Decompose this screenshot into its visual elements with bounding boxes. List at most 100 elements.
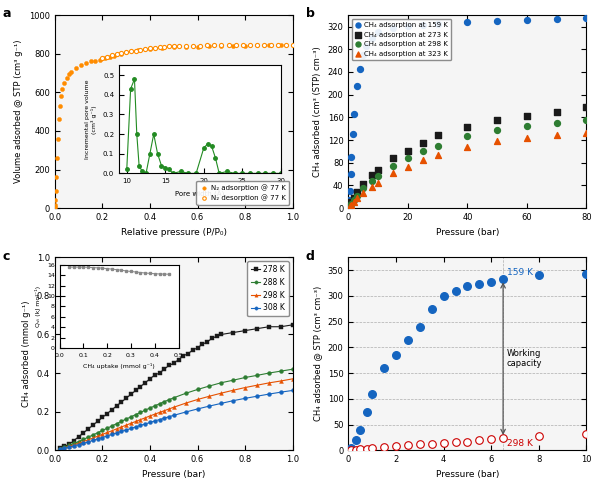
N₂ desorption @ 77 K	[137, 47, 144, 53]
278 K	[122, 395, 130, 401]
Point	[498, 434, 508, 442]
N₂ desorption @ 77 K	[253, 42, 260, 48]
288 K	[80, 436, 87, 442]
288 K	[109, 423, 116, 429]
298 K	[137, 417, 144, 423]
278 K	[166, 362, 173, 368]
CH₄ adsorption at 159 K	[353, 82, 362, 90]
278 K	[118, 399, 125, 405]
N₂ adsorption @ 77 K	[52, 202, 59, 207]
CH₄ adsorption at 273 K	[345, 202, 355, 209]
Point	[379, 443, 389, 450]
278 K	[142, 380, 149, 386]
298 K	[277, 378, 284, 384]
N₂ desorption @ 77 K	[211, 42, 218, 48]
CH₄ adsorption at 323 K	[433, 151, 442, 159]
N₂ desorption @ 77 K	[218, 42, 225, 48]
CH₄ adsorption at 159 K	[522, 16, 532, 23]
298 K	[132, 418, 139, 424]
CH₄ adsorption at 159 K	[493, 17, 502, 25]
N₂ desorption @ 77 K	[282, 42, 289, 48]
308 K	[104, 433, 111, 439]
Point	[362, 445, 372, 452]
308 K	[80, 440, 87, 446]
Y-axis label: CH₄ adsorbed @ STP (cm³ cm⁻³): CH₄ adsorbed @ STP (cm³ cm⁻³)	[313, 286, 322, 421]
308 K	[89, 437, 97, 443]
278 K	[213, 334, 220, 339]
298 K	[161, 408, 168, 413]
N₂ adsorption @ 77 K	[87, 58, 94, 64]
N₂ adsorption @ 77 K	[106, 54, 113, 60]
CH₄ adsorption at 323 K	[522, 134, 532, 142]
278 K	[104, 411, 111, 416]
CH₄ adsorption at 159 K	[344, 196, 354, 204]
Point	[391, 351, 401, 359]
278 K	[156, 370, 163, 376]
308 K	[194, 406, 201, 412]
CH₄ adsorption at 323 K	[581, 130, 591, 137]
CH₄ adsorption at 323 K	[345, 203, 355, 210]
CH₄ adsorption at 273 K	[359, 180, 368, 188]
288 K	[277, 368, 284, 374]
CH₄ adsorption at 273 K	[552, 108, 562, 115]
308 K	[109, 431, 116, 437]
288 K	[206, 383, 213, 389]
298 K	[56, 446, 63, 452]
278 K	[184, 351, 191, 356]
CH₄ adsorption at 323 K	[367, 183, 377, 190]
Y-axis label: Volume adsorbed @ STP (cm³ g⁻¹): Volume adsorbed @ STP (cm³ g⁻¹)	[14, 40, 23, 184]
N₂ desorption @ 77 K	[247, 42, 254, 48]
CH₄ adsorption at 323 K	[493, 137, 502, 145]
X-axis label: Pressure (bar): Pressure (bar)	[436, 227, 499, 237]
Point	[391, 442, 401, 450]
Point	[581, 270, 591, 278]
N₂ adsorption @ 77 K	[68, 69, 75, 75]
N₂ desorption @ 77 K	[156, 44, 163, 50]
288 K	[142, 407, 149, 413]
CH₄ adsorption at 159 K	[373, 28, 383, 36]
CH₄ adsorption at 159 K	[433, 20, 442, 28]
288 K	[99, 428, 106, 433]
CH₄ adsorption at 159 K	[361, 42, 371, 50]
278 K	[56, 446, 63, 451]
N₂ desorption @ 77 K	[113, 51, 120, 57]
CH₄ adsorption at 273 K	[350, 194, 359, 202]
308 K	[206, 403, 213, 409]
288 K	[70, 441, 77, 447]
Point	[367, 444, 377, 451]
N₂ adsorption @ 77 K	[122, 49, 130, 55]
N₂ desorption @ 77 K	[268, 42, 275, 48]
Point	[451, 287, 460, 295]
278 K	[99, 414, 106, 420]
CH₄ adsorption at 323 K	[418, 156, 428, 164]
288 K	[230, 377, 237, 383]
308 K	[75, 442, 82, 448]
298 K	[253, 382, 260, 388]
Legend: N₂ adsorption @ 77 K, N₂ desorption @ 77 K: N₂ adsorption @ 77 K, N₂ desorption @ 77…	[196, 181, 289, 205]
CH₄ adsorption at 298 K	[359, 185, 368, 192]
CH₄ adsorption at 298 K	[350, 196, 359, 204]
N₂ adsorption @ 77 K	[97, 56, 104, 62]
Text: Working
capacity: Working capacity	[506, 349, 542, 368]
Point	[356, 426, 365, 433]
Point	[415, 440, 425, 448]
Text: 298 K: 298 K	[506, 439, 533, 449]
N₂ desorption @ 77 K	[275, 42, 282, 48]
308 K	[132, 424, 139, 430]
308 K	[65, 444, 73, 450]
CH₄ adsorption at 159 K	[350, 111, 359, 118]
Point	[439, 439, 448, 447]
CH₄ adsorption at 323 K	[353, 195, 362, 203]
N₂ adsorption @ 77 K	[58, 87, 65, 93]
N₂ desorption @ 77 K	[118, 50, 125, 56]
278 K	[242, 328, 249, 334]
N₂ adsorption @ 77 K	[242, 43, 249, 49]
288 K	[122, 416, 130, 422]
CH₄ adsorption at 298 K	[367, 177, 377, 185]
288 K	[104, 425, 111, 431]
N₂ adsorption @ 77 K	[230, 43, 237, 49]
278 K	[61, 444, 68, 450]
Point	[403, 336, 413, 343]
N₂ desorption @ 77 K	[182, 43, 189, 49]
CH₄ adsorption at 273 K	[418, 139, 428, 147]
